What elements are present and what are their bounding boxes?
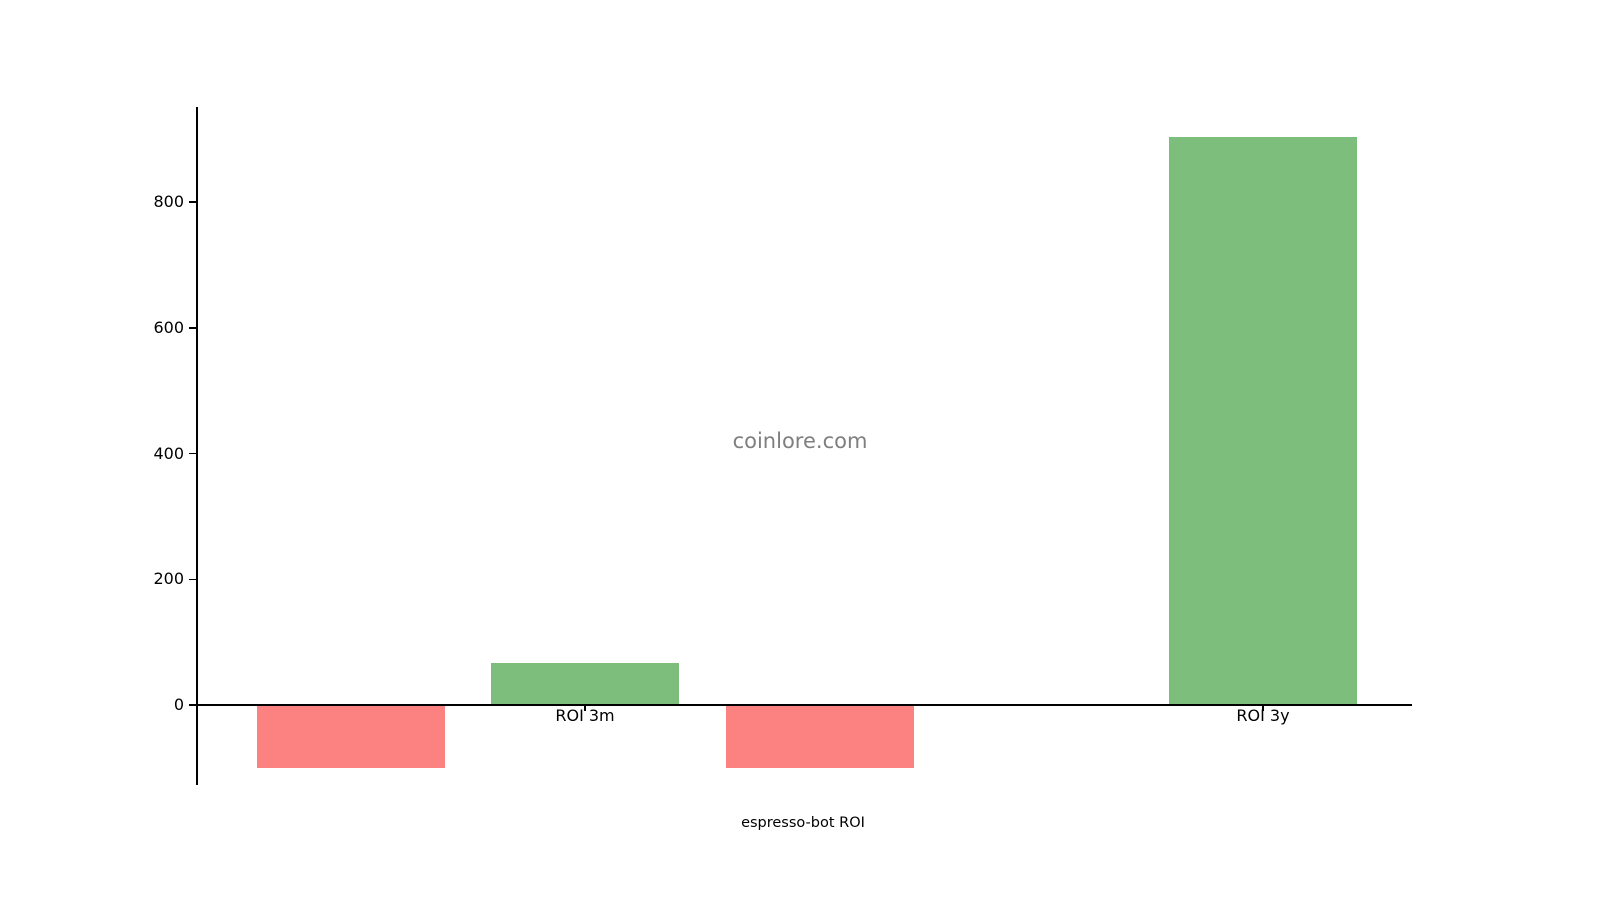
x-tick-label: ROI 3m	[555, 706, 615, 725]
y-tick-label: 800	[153, 192, 184, 211]
y-tick-label: 400	[153, 443, 184, 463]
x-axis-line	[196, 704, 1412, 706]
bar-roi-3m	[491, 662, 679, 705]
x-tick-mark	[584, 705, 586, 711]
bar-roi-3y	[1169, 137, 1357, 705]
bar-negative-2	[726, 705, 914, 768]
y-tick-label: 200	[153, 569, 184, 589]
x-tick-mark	[1262, 705, 1264, 711]
y-tick-mark	[189, 704, 197, 706]
bar-negative-1	[257, 705, 445, 768]
y-tick-mark	[189, 578, 197, 580]
y-tick-mark	[189, 452, 197, 455]
x-tick-label: ROI 3y	[1236, 706, 1290, 725]
y-axis-line	[196, 107, 198, 785]
y-tick-label: 0	[173, 695, 184, 714]
y-tick-label: 600	[153, 317, 184, 337]
watermark-text: coinlore.com	[732, 429, 868, 453]
y-tick-mark	[189, 201, 197, 203]
chart-title: espresso-bot ROI	[741, 815, 865, 831]
y-tick-mark	[189, 327, 197, 329]
